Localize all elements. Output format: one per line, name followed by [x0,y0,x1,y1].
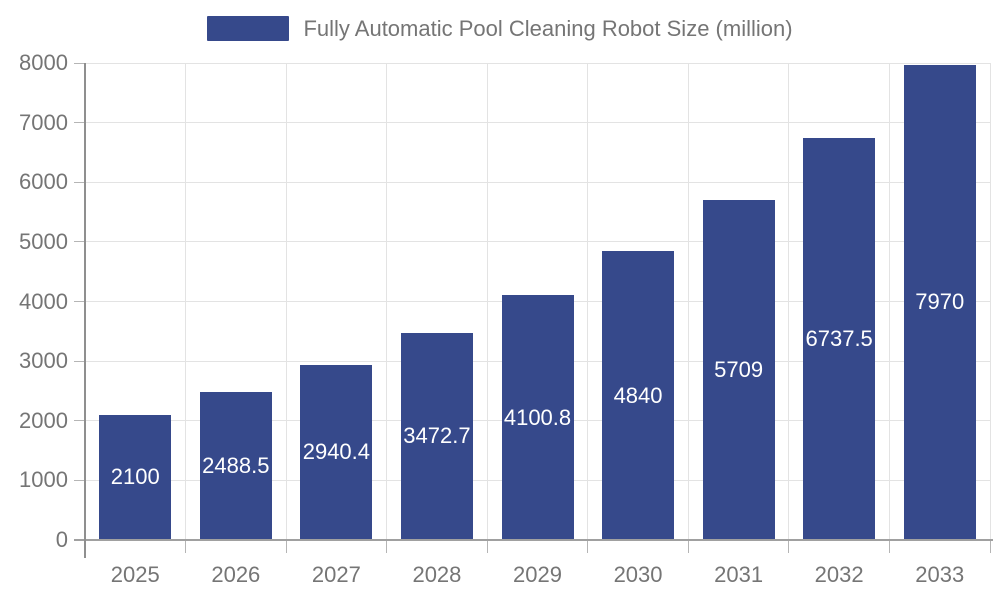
gridline-vertical [185,63,187,540]
bar-value-label: 4840 [613,382,663,408]
bar-value-label: 2100 [110,464,160,490]
y-axis-tick [74,420,85,422]
y-axis-tick-label: 0 [55,527,68,552]
gridline-horizontal [85,181,990,183]
gridline-vertical [989,63,991,540]
bar-value-label: 4100.8 [503,404,572,430]
x-axis-tick [888,540,890,553]
y-axis-tick [74,181,85,183]
x-axis-tick [989,540,991,553]
plot-area: 0 1000 2000 3000 4000 5000 6000 7000 8000 2025 202… [19,50,993,587]
x-axis-tick [687,540,689,553]
y-axis-tick-label: 6000 [19,169,68,195]
y-axis-tick [74,301,85,302]
x-axis-tick-label: 2028 [412,562,462,587]
legend-label: Fully Automatic Pool Cleaning Robot Size… [303,16,793,41]
gridline-vertical [285,63,287,540]
gridline-vertical [888,63,890,540]
x-axis-tick-label: 2033 [915,562,965,587]
x-axis-tick-label: 2026 [211,562,261,587]
bar-2025[interactable] [99,414,172,540]
x-axis-tick [285,540,287,553]
x-axis-tick [185,540,187,553]
bar-2030[interactable] [602,251,675,540]
gridline-horizontal [85,62,990,64]
gridline-vertical [788,63,790,540]
bar-2031[interactable] [702,199,775,540]
bar-2026[interactable] [199,391,272,540]
bar-2029[interactable] [501,295,574,540]
y-axis-tick-label: 4000 [19,288,68,314]
gridline-horizontal [85,122,990,124]
gridline-vertical [687,63,689,540]
x-axis-tick [386,540,388,553]
x-axis-tick [486,540,488,553]
x-axis-tick-label: 2027 [311,562,361,587]
bar-value-label: 5709 [714,356,764,382]
x-axis-line [74,539,993,541]
x-axis-tick-label: 2032 [814,562,864,587]
y-axis-line [84,63,86,558]
y-axis-tick-label: 3000 [19,348,68,374]
gridline-vertical [386,63,388,540]
y-axis-tick [74,122,85,124]
y-axis-tick-label: 8000 [19,50,68,75]
legend-swatch [207,16,290,41]
y-axis-tick-label: 7000 [19,109,68,135]
gridline-vertical [486,63,488,540]
y-axis-tick [74,241,85,243]
y-axis-tick-label: 2000 [19,407,68,433]
x-axis-tick-label: 2031 [714,562,764,587]
x-axis-tick [587,540,589,553]
y-axis-tick [74,62,85,64]
bar-2028[interactable] [400,332,473,540]
bar-2032[interactable] [803,138,876,540]
gridline-vertical [587,63,589,540]
x-axis-tick-label: 2025 [110,562,160,587]
legend[interactable]: Fully Automatic Pool Cleaning Robot Size… [0,16,1000,41]
bar-value-label: 2488.5 [202,452,270,478]
x-axis-tick [788,540,790,553]
bar-value-label: 7970 [915,289,965,315]
y-axis-tick [74,479,85,481]
x-axis-tick-label: 2029 [513,562,562,587]
bar-2033[interactable] [903,64,976,540]
x-axis-tick-label: 2030 [613,562,663,587]
y-axis-tick-label: 5000 [19,228,68,254]
bar-value-label: 2940.4 [302,439,371,465]
y-axis-tick-label: 1000 [19,467,68,493]
y-axis-tick [74,360,85,362]
gridline-horizontal [85,241,990,243]
bar-value-label: 3472.7 [403,423,471,449]
bar-value-label: 6737.5 [805,326,873,352]
bar-2027[interactable] [300,364,373,540]
